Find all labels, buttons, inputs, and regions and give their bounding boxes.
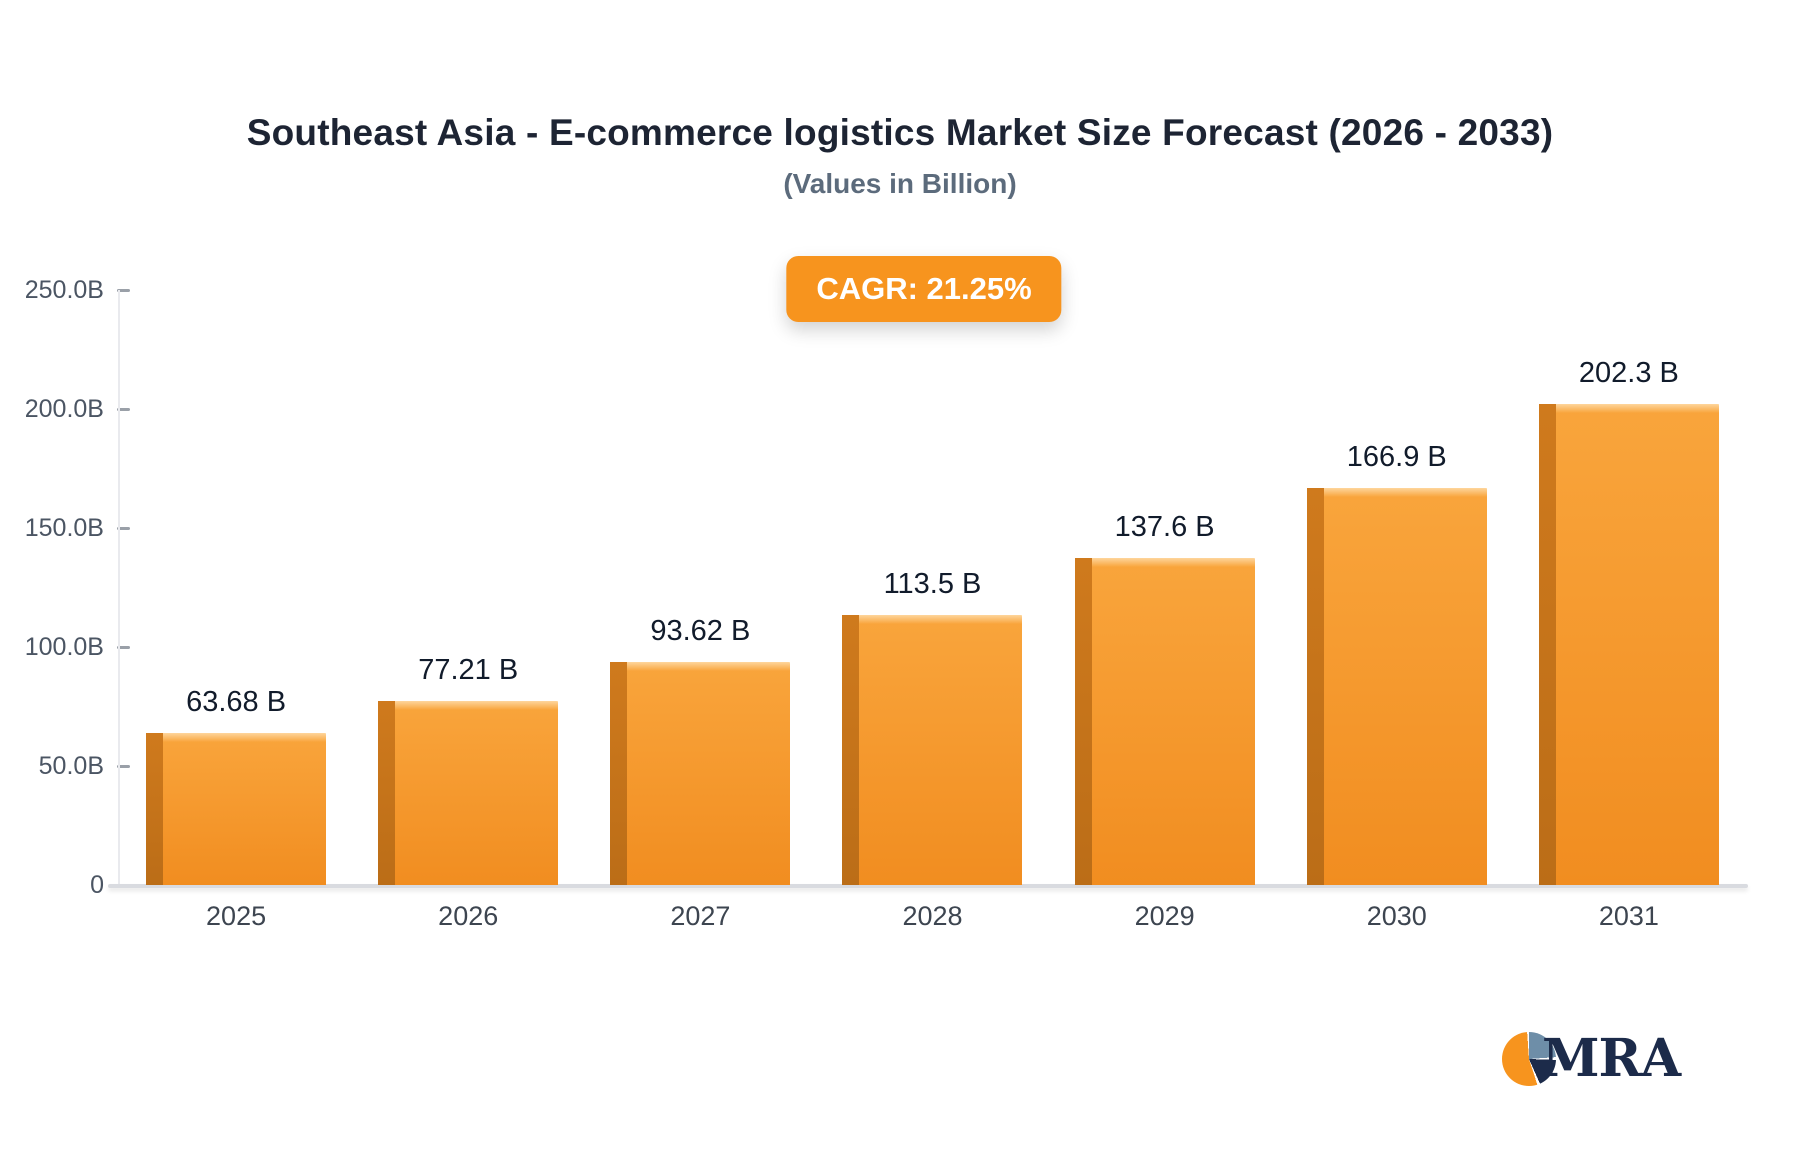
bar [1538,404,1719,885]
bar-group: 63.68 B 2025 [120,290,352,931]
x-axis-label: 2029 [1134,901,1195,931]
y-axis-tick: 100.0B [0,632,130,662]
bar [1074,558,1255,885]
tick-mark [117,289,130,292]
bar-group: 93.62 B 2027 [584,290,816,931]
y-axis-tick: 0 [0,870,130,900]
bar-value-label: 63.68 B [186,686,287,718]
plot-area: 63.68 B 2025 77.21 B 2026 93.62 B 2027 113.5 B… [120,290,1745,931]
tick-mark [117,646,130,649]
logo-pie-icon [1502,1031,1556,1086]
bar-value-label: 137.6 B [1114,511,1215,543]
y-axis-tick-label: 100.0B [24,633,104,661]
bar [146,733,327,885]
x-axis-label: 2026 [438,901,499,931]
x-axis-line [108,884,1748,888]
x-axis-label: 2031 [1598,901,1659,931]
y-axis-tick-label: 50.0B [38,752,104,780]
bar-group: 166.9 B 2030 [1281,290,1513,931]
y-axis: 250.0B 200.0B 150.0B 100.0B 50.0B 0 [0,276,130,899]
y-axis-tick-label: 250.0B [24,276,104,304]
y-axis-tick: 250.0B [0,275,130,305]
bar-value-label: 202.3 B [1578,357,1679,389]
tick-mark [117,527,130,530]
x-axis-label: 2025 [206,901,267,931]
y-axis-tick: 50.0B [0,751,130,781]
bar-group: 137.6 B 2029 [1049,290,1281,931]
tick-mark [117,765,130,768]
logo: MRA [1502,1028,1681,1089]
y-axis-tick: 150.0B [0,513,130,543]
bar [1306,488,1487,885]
cagr-badge: CAGR: 21.25% [786,256,1062,322]
bar-group: 77.21 B 2026 [352,290,584,931]
y-axis-tick-label: 200.0B [24,395,104,423]
y-axis-tick: 200.0B [0,394,130,424]
y-axis-line [118,290,120,885]
tick-mark [117,408,130,411]
chart-subtitle: (Values in Billion) [783,168,1017,199]
y-axis-tick-label: 150.0B [24,514,104,542]
bar [378,701,559,885]
logo-text: MRA [1542,1028,1681,1089]
bar [610,662,791,885]
bar-group: 202.3 B 2031 [1513,290,1745,931]
bar-value-label: 166.9 B [1346,441,1447,473]
bar-value-label: 93.62 B [650,615,751,647]
bar [842,615,1023,885]
bar-value-label: 113.5 B [883,568,982,600]
bar-value-label: 77.21 B [418,654,519,686]
x-axis-label: 2027 [670,901,731,931]
x-axis-label: 2028 [902,901,963,931]
bar-group: 113.5 B 2028 [816,290,1048,931]
y-axis-tick-label: 0 [90,871,104,899]
chart-title: Southeast Asia - E-commerce logistics Ma… [246,112,1554,153]
x-axis-label: 2030 [1366,901,1427,931]
